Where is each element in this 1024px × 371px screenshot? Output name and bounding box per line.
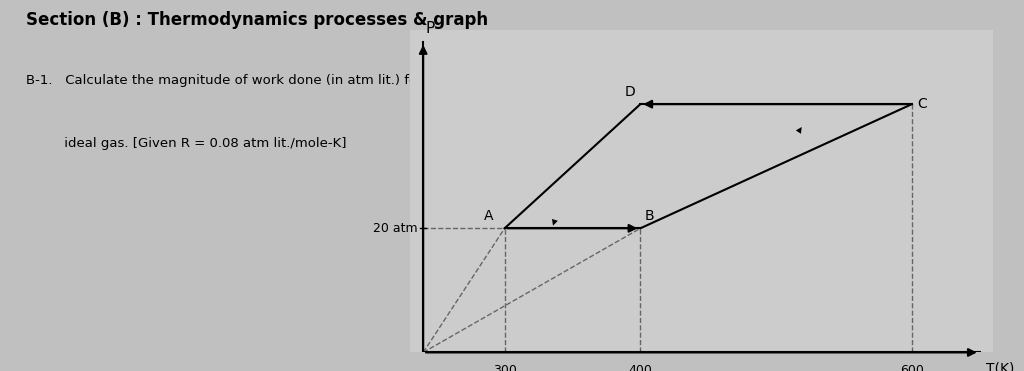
Text: Section (B) : Thermodynamics processes & graph: Section (B) : Thermodynamics processes &…: [26, 11, 487, 29]
Text: ideal gas. [Given R = 0.08 atm lit./mole-K]: ideal gas. [Given R = 0.08 atm lit./mole…: [26, 137, 346, 150]
Text: 400: 400: [629, 364, 652, 371]
Text: A: A: [484, 209, 494, 223]
Text: 600: 600: [900, 364, 924, 371]
Text: D: D: [625, 85, 635, 99]
Text: C: C: [918, 97, 927, 111]
Text: P: P: [425, 21, 434, 36]
Text: T(K): T(K): [986, 362, 1015, 371]
Text: B: B: [644, 209, 654, 223]
Text: 20 atm: 20 atm: [373, 222, 418, 235]
Text: 300: 300: [493, 364, 516, 371]
Text: B-1.   Calculate the magnitude of work done (in atm lit.) for the given cyclic p: B-1. Calculate the magnitude of work don…: [26, 74, 739, 87]
